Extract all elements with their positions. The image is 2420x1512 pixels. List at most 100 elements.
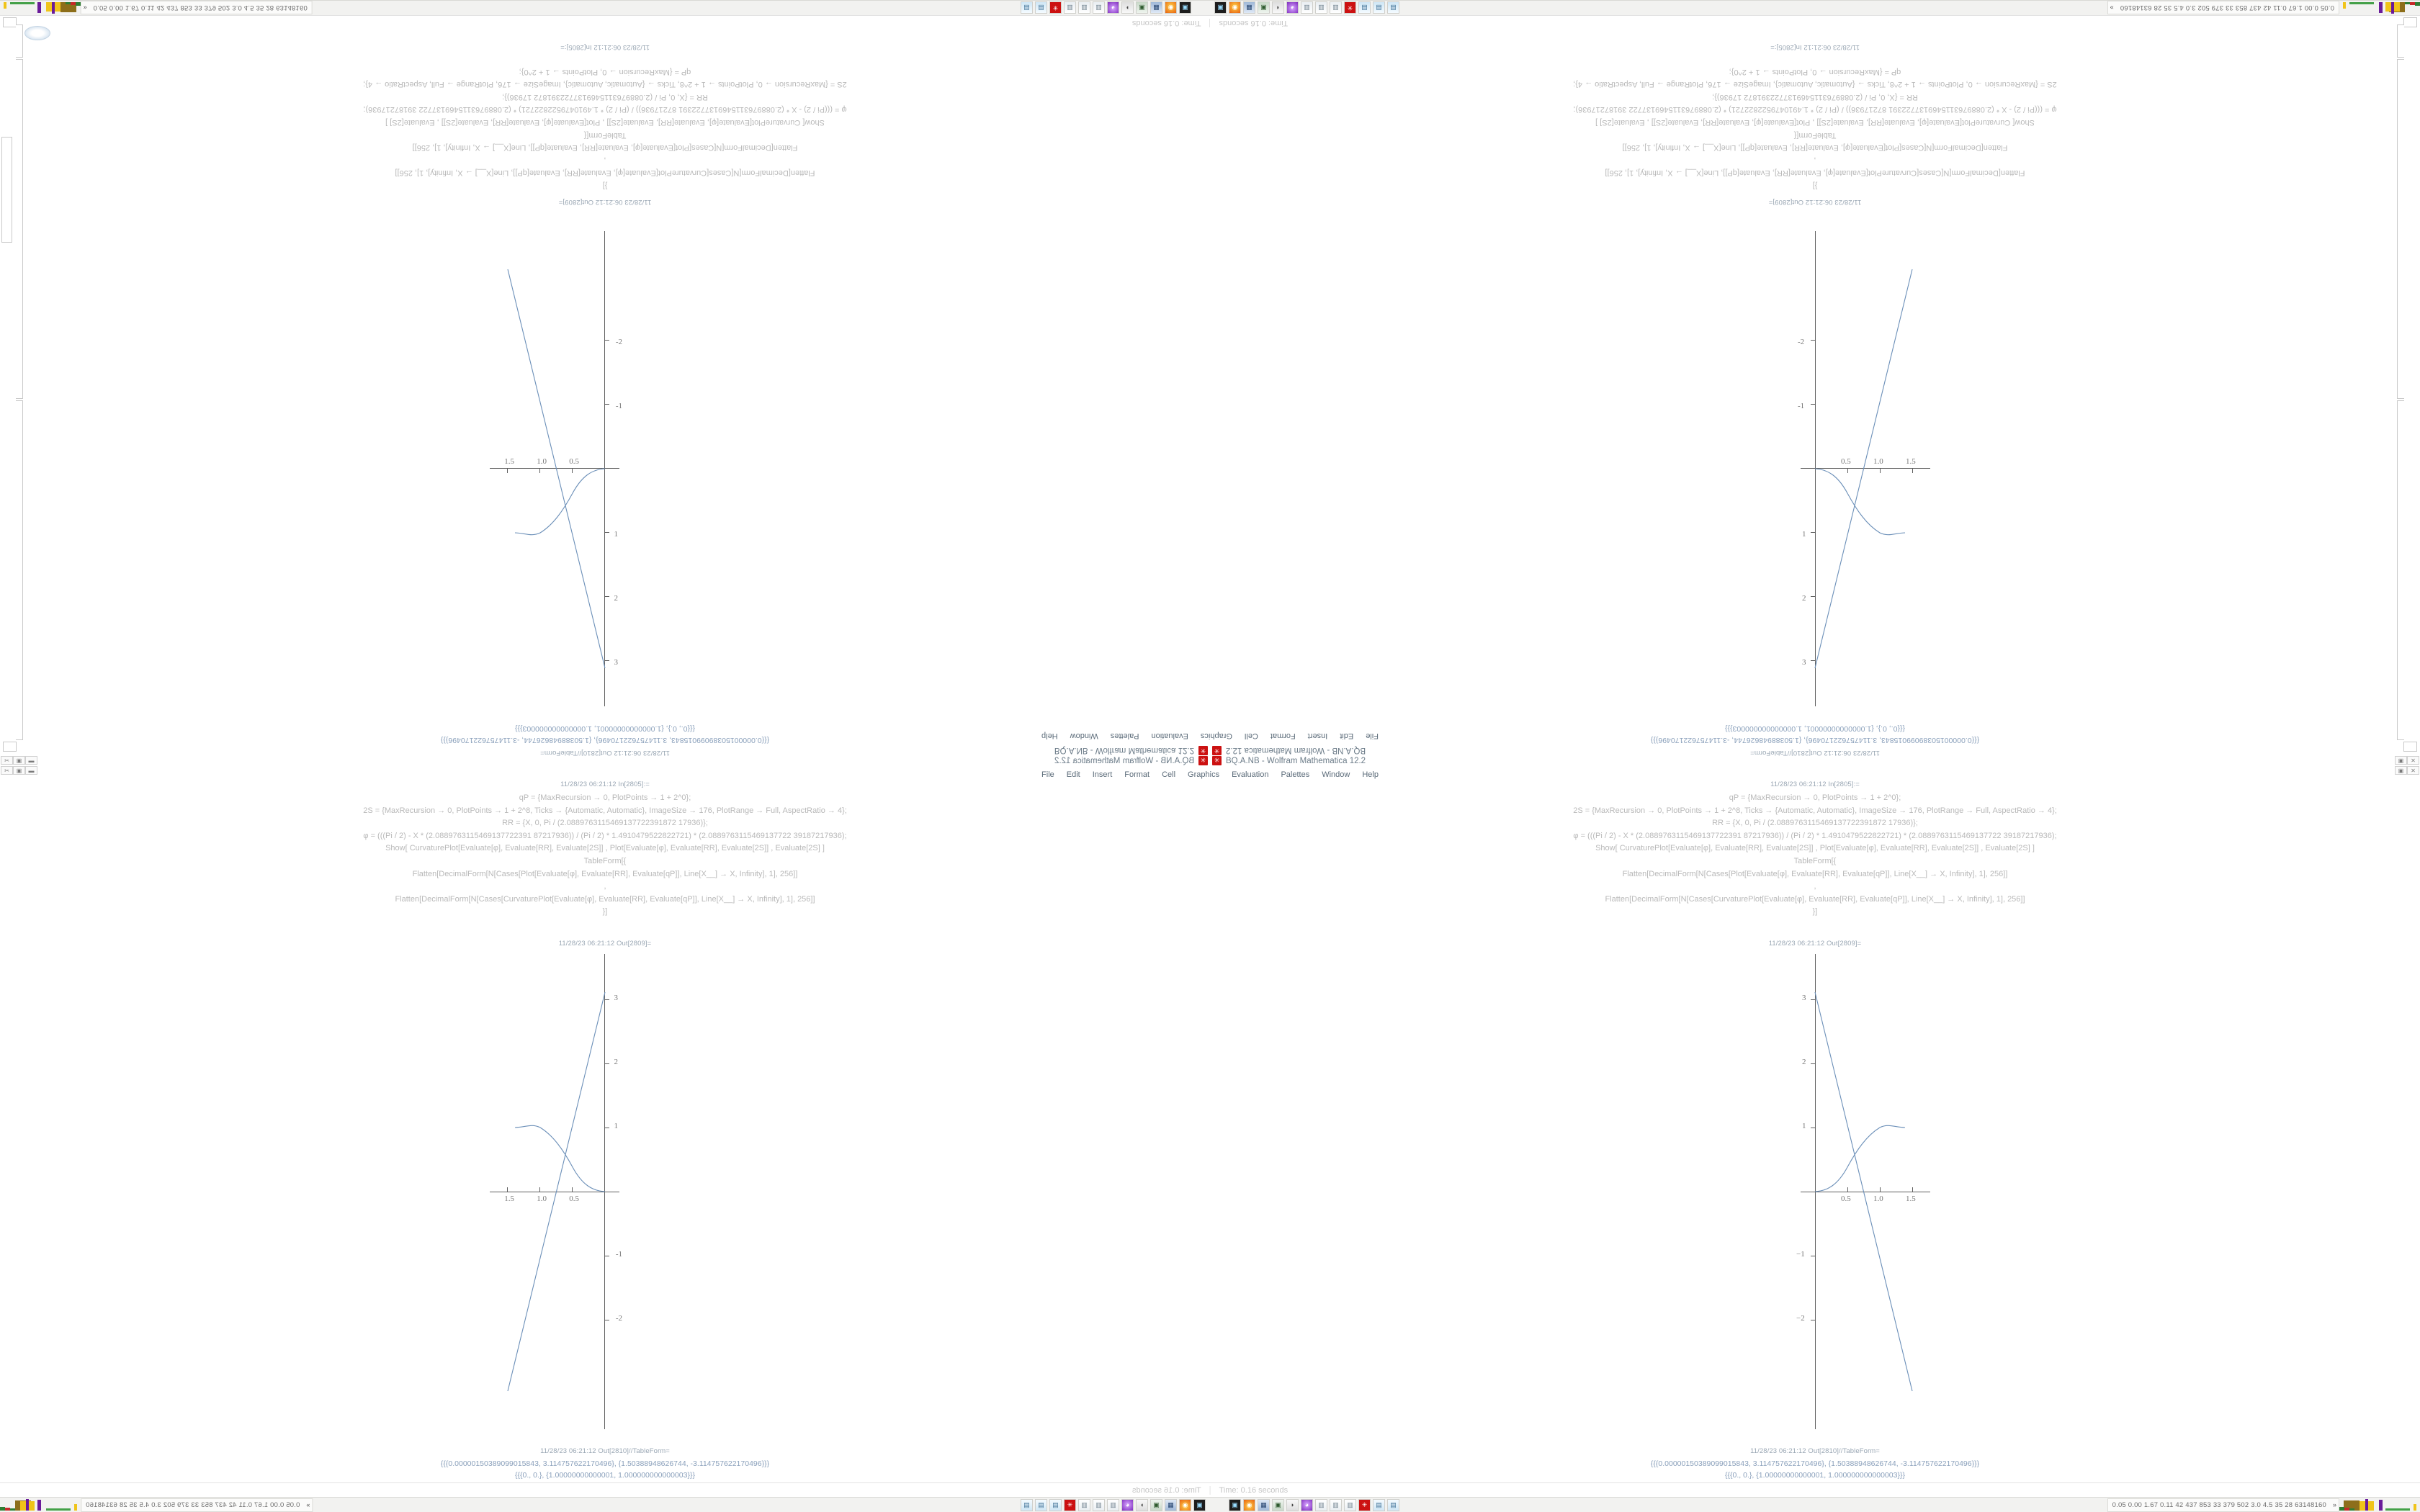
- code-line-8[interactable]: ,: [604, 882, 606, 891]
- notes-icon[interactable]: ▥: [1330, 1, 1342, 14]
- code-line-10[interactable]: }]: [1812, 181, 1818, 190]
- code-line-9[interactable]: Flatten[DecimalForm[N[Cases[CurvaturePlo…: [395, 894, 815, 904]
- code-line-8[interactable]: ,: [604, 156, 606, 165]
- minimize-icon[interactable]: ▬: [25, 766, 37, 775]
- os-taskbar-bottom[interactable]: » 0.05 0.00 1.67 0.11 42 437 853 33 379 …: [0, 1497, 2420, 1512]
- cell-bracket-long-lower[interactable]: [2397, 400, 2404, 740]
- notes-icon[interactable]: ▥: [1078, 1498, 1090, 1511]
- monitor-icon[interactable]: ▣: [1272, 1498, 1284, 1511]
- document-icon[interactable]: ▤: [1035, 1498, 1047, 1511]
- speaker-icon[interactable]: ◖: [1136, 1498, 1148, 1511]
- menu-item-file[interactable]: File: [1041, 770, 1054, 779]
- code-line-2[interactable]: 2S = {MaxRecursion → 0, PlotPoints → 1 +…: [363, 80, 847, 89]
- speaker-icon[interactable]: ◗: [1286, 1498, 1299, 1511]
- code-line-2[interactable]: 2S = {MaxRecursion → 0, PlotPoints → 1 +…: [1573, 80, 2057, 89]
- notes-icon[interactable]: ▥: [1315, 1, 1327, 14]
- firefox-icon[interactable]: ◉: [1229, 1, 1241, 14]
- menu-item-window[interactable]: Window: [1322, 770, 1350, 779]
- terminal-icon[interactable]: ▣: [1179, 1, 1191, 14]
- notes-icon[interactable]: ▥: [1344, 1498, 1356, 1511]
- ghostview-icon[interactable]: ◕: [1286, 1, 1299, 14]
- terminal-icon[interactable]: ▣: [1193, 1498, 1206, 1511]
- scissors-icon[interactable]: ✂: [1, 766, 13, 775]
- ghostview-icon[interactable]: ◕: [1121, 1498, 1134, 1511]
- document-icon[interactable]: ▤: [1021, 1, 1033, 14]
- close-icon[interactable]: ✕: [2407, 766, 2419, 775]
- code-line-9[interactable]: Flatten[DecimalForm[N[Cases[CurvaturePlo…: [1605, 894, 2025, 904]
- code-line-7[interactable]: Flatten[DecimalForm[N[Cases[Plot[Evaluat…: [412, 143, 798, 153]
- monitor-icon[interactable]: ▣: [1136, 1, 1148, 14]
- code-line-6[interactable]: TableForm[{: [583, 856, 627, 865]
- wolfram-icon[interactable]: ✳: [1344, 1, 1356, 14]
- notes-icon[interactable]: ▥: [1078, 1, 1090, 14]
- chevron-expand-icon[interactable]: »: [84, 4, 88, 12]
- terminal-icon[interactable]: ▣: [1214, 1, 1227, 14]
- ghostview-icon[interactable]: ◕: [1107, 1, 1119, 14]
- code-line-3[interactable]: RR = {X, 0, Pi / (2.08897631154691377223…: [1712, 819, 1918, 828]
- notes-icon[interactable]: ▥: [1093, 1498, 1105, 1511]
- code-line-10[interactable]: }]: [602, 181, 608, 190]
- code-line-5[interactable]: Show[ CurvaturePlot[Evaluate[φ], Evaluat…: [1595, 844, 2035, 853]
- code-line-1[interactable]: qP = {MaxRecursion → 0, PlotPoints → 1 +…: [519, 67, 691, 76]
- code-line-3[interactable]: RR = {X, 0, Pi / (2.08897631154691377223…: [1712, 92, 1918, 102]
- menu-item-evaluation[interactable]: Evaluation: [1232, 770, 1269, 779]
- code-line-4[interactable]: φ = (((Pi / 2) - X * (2.0889763115469137…: [363, 831, 847, 840]
- menu-item-graphics[interactable]: Graphics: [1188, 770, 1220, 779]
- code-line-8[interactable]: ,: [1814, 156, 1816, 165]
- notes-icon[interactable]: ▥: [1093, 1, 1105, 14]
- maximize-icon[interactable]: ▣: [2395, 766, 2407, 775]
- wolfram-spikey-icon[interactable]: ✳: [1212, 756, 1222, 765]
- terminal-icon[interactable]: ▣: [1229, 1498, 1241, 1511]
- wolfram-icon[interactable]: ✳: [1358, 1498, 1371, 1511]
- menu-item-cell[interactable]: Cell: [1162, 770, 1176, 779]
- document-icon[interactable]: ▤: [1021, 1498, 1033, 1511]
- code-line-5[interactable]: Show[ CurvaturePlot[Evaluate[φ], Evaluat…: [1595, 118, 2035, 127]
- chevron-expand-icon[interactable]: »: [2332, 1501, 2336, 1508]
- code-line-7[interactable]: Flatten[DecimalForm[N[Cases[Plot[Evaluat…: [412, 869, 798, 878]
- firefox-icon[interactable]: ◉: [1243, 1498, 1255, 1511]
- code-line-1[interactable]: qP = {MaxRecursion → 0, PlotPoints → 1 +…: [519, 793, 691, 802]
- taskbar-icon-strip-top[interactable]: ▤ ▤ ▤ ✳ ▥ ▥ ▥ ◕ ◖ ▣ ▦ ◉ ▣ ▣ ◉ ▦ ▣ ◗ ◕ ▥ …: [1021, 1, 1399, 14]
- code-line-3[interactable]: RR = {X, 0, Pi / (2.08897631154691377223…: [502, 819, 708, 828]
- floppy64-icon[interactable]: ▦: [1243, 1, 1255, 14]
- document-icon[interactable]: ▤: [1387, 1498, 1399, 1511]
- window-icon[interactable]: ▣: [13, 756, 25, 765]
- code-line-7[interactable]: Flatten[DecimalForm[N[Cases[Plot[Evaluat…: [1622, 869, 2008, 878]
- wolfram-icon[interactable]: ✳: [1049, 1, 1062, 14]
- close-icon[interactable]: ✕: [2407, 756, 2419, 765]
- firefox-icon[interactable]: ◉: [1179, 1498, 1191, 1511]
- code-line-7[interactable]: Flatten[DecimalForm[N[Cases[Plot[Evaluat…: [1622, 143, 2008, 153]
- code-line-2[interactable]: 2S = {MaxRecursion → 0, PlotPoints → 1 +…: [1573, 806, 2057, 815]
- code-line-5[interactable]: Show[ CurvaturePlot[Evaluate[φ], Evaluat…: [385, 118, 825, 127]
- code-line-6[interactable]: TableForm[{: [1793, 856, 1837, 865]
- document-icon[interactable]: ▤: [1035, 1, 1047, 14]
- rail-scroll-bottom[interactable]: [3, 742, 17, 752]
- menu-item-edit[interactable]: Edit: [1066, 770, 1080, 779]
- speaker-icon[interactable]: ◖: [1272, 1, 1284, 14]
- rail-scroll-top[interactable]: [3, 17, 17, 27]
- code-line-4[interactable]: φ = (((Pi / 2) - X * (2.0889763115469137…: [1573, 105, 2057, 114]
- document-icon[interactable]: ▤: [1049, 1498, 1062, 1511]
- notes-icon[interactable]: ▥: [1315, 1498, 1327, 1511]
- code-line-8[interactable]: ,: [1814, 882, 1816, 891]
- code-line-1[interactable]: qP = {MaxRecursion → 0, PlotPoints → 1 +…: [1729, 67, 1901, 76]
- notes-icon[interactable]: ▥: [1107, 1498, 1119, 1511]
- cell-bracket-long-upper[interactable]: [2397, 59, 2404, 399]
- monitor-icon[interactable]: ▣: [1150, 1498, 1162, 1511]
- code-line-10[interactable]: }]: [1812, 907, 1818, 917]
- taskbar-icon-strip-bottom[interactable]: ▤ ▤ ▤ ✳ ▥ ▥ ▥ ◕ ◖ ▣ ▦ ◉ ▣ ▣ ◉ ▦ ▣ ◗ ◕ ▥ …: [1021, 1498, 1399, 1511]
- menu-item-insert[interactable]: Insert: [1092, 770, 1113, 779]
- notes-icon[interactable]: ▥: [1301, 1, 1313, 14]
- firefox-icon[interactable]: ◉: [1165, 1, 1177, 14]
- document-icon[interactable]: ▤: [1373, 1, 1385, 14]
- code-line-6[interactable]: TableForm[{: [1793, 130, 1837, 140]
- window-icon[interactable]: ▣: [13, 766, 25, 775]
- menu-items-bottom[interactable]: File Edit Insert Format Cell Graphics Ev…: [958, 770, 1462, 779]
- menu-item-palettes[interactable]: Palettes: [1281, 770, 1310, 779]
- cell-bracket-long-upper[interactable]: [16, 59, 23, 399]
- floppy64-icon[interactable]: ▦: [1165, 1498, 1177, 1511]
- rail-scroll-bottom[interactable]: [2403, 742, 2417, 752]
- code-line-6[interactable]: TableForm[{: [583, 130, 627, 140]
- code-line-9[interactable]: Flatten[DecimalForm[N[Cases[CurvaturePlo…: [395, 168, 815, 178]
- floppy64-icon[interactable]: ▦: [1258, 1498, 1270, 1511]
